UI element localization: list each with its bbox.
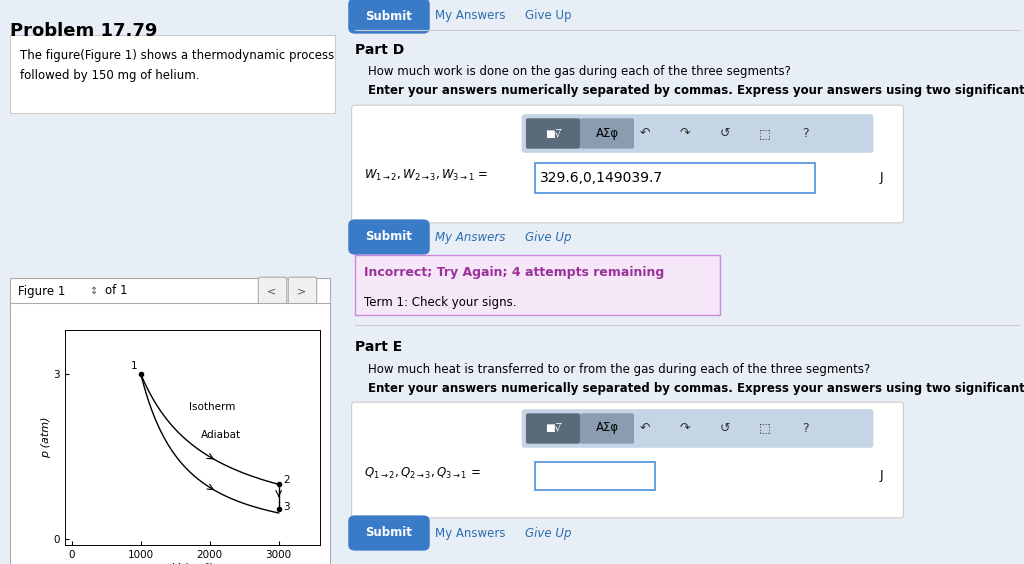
Text: AΣφ: AΣφ	[596, 421, 618, 434]
Text: J: J	[880, 469, 884, 482]
Text: Submit: Submit	[366, 231, 413, 244]
Text: Enter your answers numerically separated by commas. Express your answers using t: Enter your answers numerically separated…	[368, 382, 1024, 395]
Text: Part E: Part E	[355, 340, 402, 354]
Text: ?: ?	[802, 421, 808, 434]
Text: Submit: Submit	[366, 527, 413, 540]
Text: ↶: ↶	[640, 421, 650, 434]
Text: My Answers: My Answers	[435, 231, 506, 244]
FancyBboxPatch shape	[526, 413, 580, 444]
Text: 3: 3	[283, 503, 290, 512]
Text: ↶: ↶	[640, 127, 650, 140]
FancyBboxPatch shape	[580, 118, 634, 149]
Text: J: J	[880, 171, 884, 184]
Text: Give Up: Give Up	[525, 10, 571, 23]
Text: 1: 1	[131, 361, 137, 371]
Text: ↷: ↷	[680, 421, 690, 434]
FancyBboxPatch shape	[10, 303, 330, 564]
Text: Give Up: Give Up	[525, 527, 571, 540]
X-axis label: V (cm³): V (cm³)	[172, 563, 213, 564]
Text: 2: 2	[283, 475, 290, 485]
Text: Term 1: Check your signs.: Term 1: Check your signs.	[364, 296, 516, 309]
Text: ?: ?	[802, 127, 808, 140]
Text: >: >	[297, 286, 306, 296]
Text: Adiabat: Adiabat	[201, 430, 241, 439]
Text: ↷: ↷	[680, 127, 690, 140]
FancyBboxPatch shape	[351, 402, 903, 518]
FancyBboxPatch shape	[521, 114, 873, 153]
Text: How much work is done on the gas during each of the three segments?: How much work is done on the gas during …	[368, 65, 791, 78]
Text: Enter your answers numerically separated by commas. Express your answers using t: Enter your answers numerically separated…	[368, 84, 1024, 97]
Text: Figure 1: Figure 1	[18, 284, 66, 297]
FancyBboxPatch shape	[289, 277, 316, 305]
Text: My Answers: My Answers	[435, 10, 506, 23]
Text: 329.6,0,149039.7: 329.6,0,149039.7	[540, 171, 664, 185]
Text: Isotherm: Isotherm	[189, 402, 236, 412]
Text: ⬚: ⬚	[759, 421, 771, 434]
Text: $Q_{1\rightarrow2}, Q_{2\rightarrow3}, Q_{3\rightarrow1}$ =: $Q_{1\rightarrow2}, Q_{2\rightarrow3}, Q…	[364, 465, 481, 481]
FancyBboxPatch shape	[526, 118, 580, 149]
FancyBboxPatch shape	[10, 35, 335, 113]
Text: AΣφ: AΣφ	[596, 127, 618, 140]
Text: How much heat is transferred to or from the gas during each of the three segment: How much heat is transferred to or from …	[368, 363, 870, 376]
Text: followed by 150 mg of helium.: followed by 150 mg of helium.	[20, 69, 200, 82]
Text: The figure(Figure 1) shows a thermodynamic process: The figure(Figure 1) shows a thermodynam…	[20, 49, 334, 62]
FancyBboxPatch shape	[10, 278, 330, 304]
Text: Give Up: Give Up	[525, 231, 571, 244]
Text: ⬚: ⬚	[759, 127, 771, 140]
Text: $W_{1\rightarrow2}, W_{2\rightarrow3}, W_{3\rightarrow1}$ =: $W_{1\rightarrow2}, W_{2\rightarrow3}, W…	[364, 168, 488, 183]
FancyBboxPatch shape	[348, 515, 430, 550]
FancyBboxPatch shape	[348, 0, 430, 34]
Text: Incorrect; Try Again; 4 attempts remaining: Incorrect; Try Again; 4 attempts remaini…	[364, 266, 665, 279]
Text: ↕: ↕	[90, 286, 98, 296]
Text: ■√̅: ■√̅	[545, 423, 561, 433]
FancyBboxPatch shape	[521, 409, 873, 448]
Y-axis label: p (atm): p (atm)	[41, 417, 51, 458]
FancyBboxPatch shape	[580, 413, 634, 444]
Text: My Answers: My Answers	[435, 527, 506, 540]
Text: ↺: ↺	[720, 127, 730, 140]
FancyBboxPatch shape	[258, 277, 287, 305]
FancyBboxPatch shape	[535, 163, 815, 193]
FancyBboxPatch shape	[355, 255, 720, 315]
Text: Problem 17.79: Problem 17.79	[10, 22, 158, 40]
Text: Submit: Submit	[366, 10, 413, 23]
Text: ■√̅: ■√̅	[545, 129, 561, 139]
FancyBboxPatch shape	[535, 462, 655, 490]
FancyBboxPatch shape	[351, 105, 903, 223]
FancyBboxPatch shape	[348, 219, 430, 254]
Text: of 1: of 1	[105, 284, 128, 297]
Text: <: <	[267, 286, 276, 296]
Text: ↺: ↺	[720, 421, 730, 434]
Text: Part D: Part D	[355, 43, 404, 57]
